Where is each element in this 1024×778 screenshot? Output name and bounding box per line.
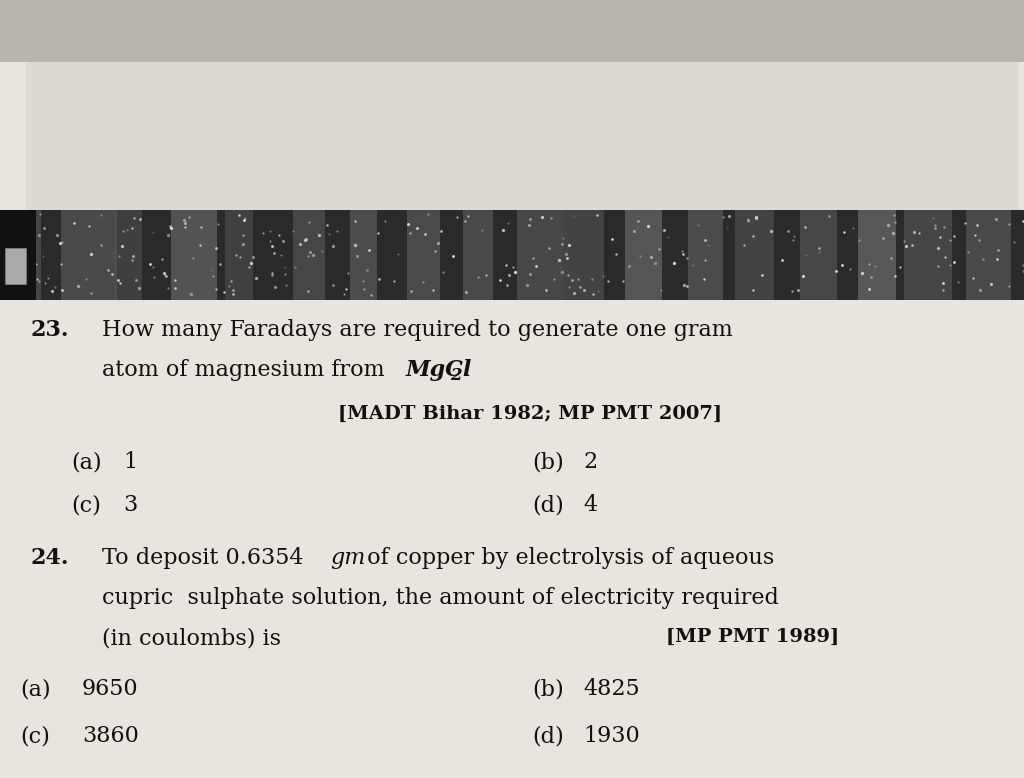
Bar xyxy=(350,210,377,300)
Text: [MADT Bihar 1982; MP PMT 2007]: [MADT Bihar 1982; MP PMT 2007] xyxy=(338,405,722,422)
Text: 1: 1 xyxy=(123,451,137,473)
Text: (c): (c) xyxy=(20,725,50,747)
Text: (a): (a) xyxy=(20,678,51,700)
Text: (d): (d) xyxy=(532,725,564,747)
Text: (d): (d) xyxy=(532,494,564,516)
Bar xyxy=(626,210,663,300)
Text: cupric  sulphate solution, the amount of electricity required: cupric sulphate solution, the amount of … xyxy=(102,587,779,609)
Bar xyxy=(408,210,440,300)
Bar xyxy=(688,210,723,300)
Bar xyxy=(171,210,217,300)
Text: 2: 2 xyxy=(584,451,598,473)
Text: How many Faradays are required to generate one gram: How many Faradays are required to genera… xyxy=(102,319,733,341)
Text: (c): (c) xyxy=(72,494,101,516)
Text: (a): (a) xyxy=(72,451,102,473)
Bar xyxy=(464,210,494,300)
Text: 23.: 23. xyxy=(31,319,70,341)
Text: (in coulombs) is: (in coulombs) is xyxy=(102,628,282,650)
Text: gm: gm xyxy=(330,547,366,569)
Bar xyxy=(735,210,774,300)
Text: 24.: 24. xyxy=(31,547,70,569)
Text: MgCl: MgCl xyxy=(406,359,472,381)
Bar xyxy=(517,210,563,300)
Bar xyxy=(293,210,325,300)
Bar xyxy=(0,210,36,300)
Bar xyxy=(563,210,603,300)
Bar xyxy=(26,0,1019,210)
Bar xyxy=(966,210,1011,300)
Bar xyxy=(225,210,253,300)
Text: 3860: 3860 xyxy=(82,725,139,747)
Text: (b): (b) xyxy=(532,451,564,473)
Text: 9650: 9650 xyxy=(82,678,138,700)
Bar xyxy=(0,0,1024,62)
Text: 3: 3 xyxy=(123,494,137,516)
Text: 1930: 1930 xyxy=(584,725,640,747)
Text: of copper by electrolysis of aqueous: of copper by electrolysis of aqueous xyxy=(360,547,775,569)
Text: 4: 4 xyxy=(584,494,598,516)
Bar xyxy=(800,210,837,300)
Bar xyxy=(858,210,896,300)
Bar xyxy=(0,210,1024,300)
Text: 4825: 4825 xyxy=(584,678,640,700)
Bar xyxy=(0,210,41,300)
Bar xyxy=(114,210,141,300)
Text: To deposit 0.6354: To deposit 0.6354 xyxy=(102,547,311,569)
Bar xyxy=(903,210,952,300)
Text: [MP PMT 1989]: [MP PMT 1989] xyxy=(666,628,839,646)
Text: atom of magnesium from: atom of magnesium from xyxy=(102,359,392,381)
Bar xyxy=(61,210,117,300)
Bar xyxy=(5,248,26,284)
Text: 2: 2 xyxy=(451,367,462,384)
Text: (b): (b) xyxy=(532,678,564,700)
